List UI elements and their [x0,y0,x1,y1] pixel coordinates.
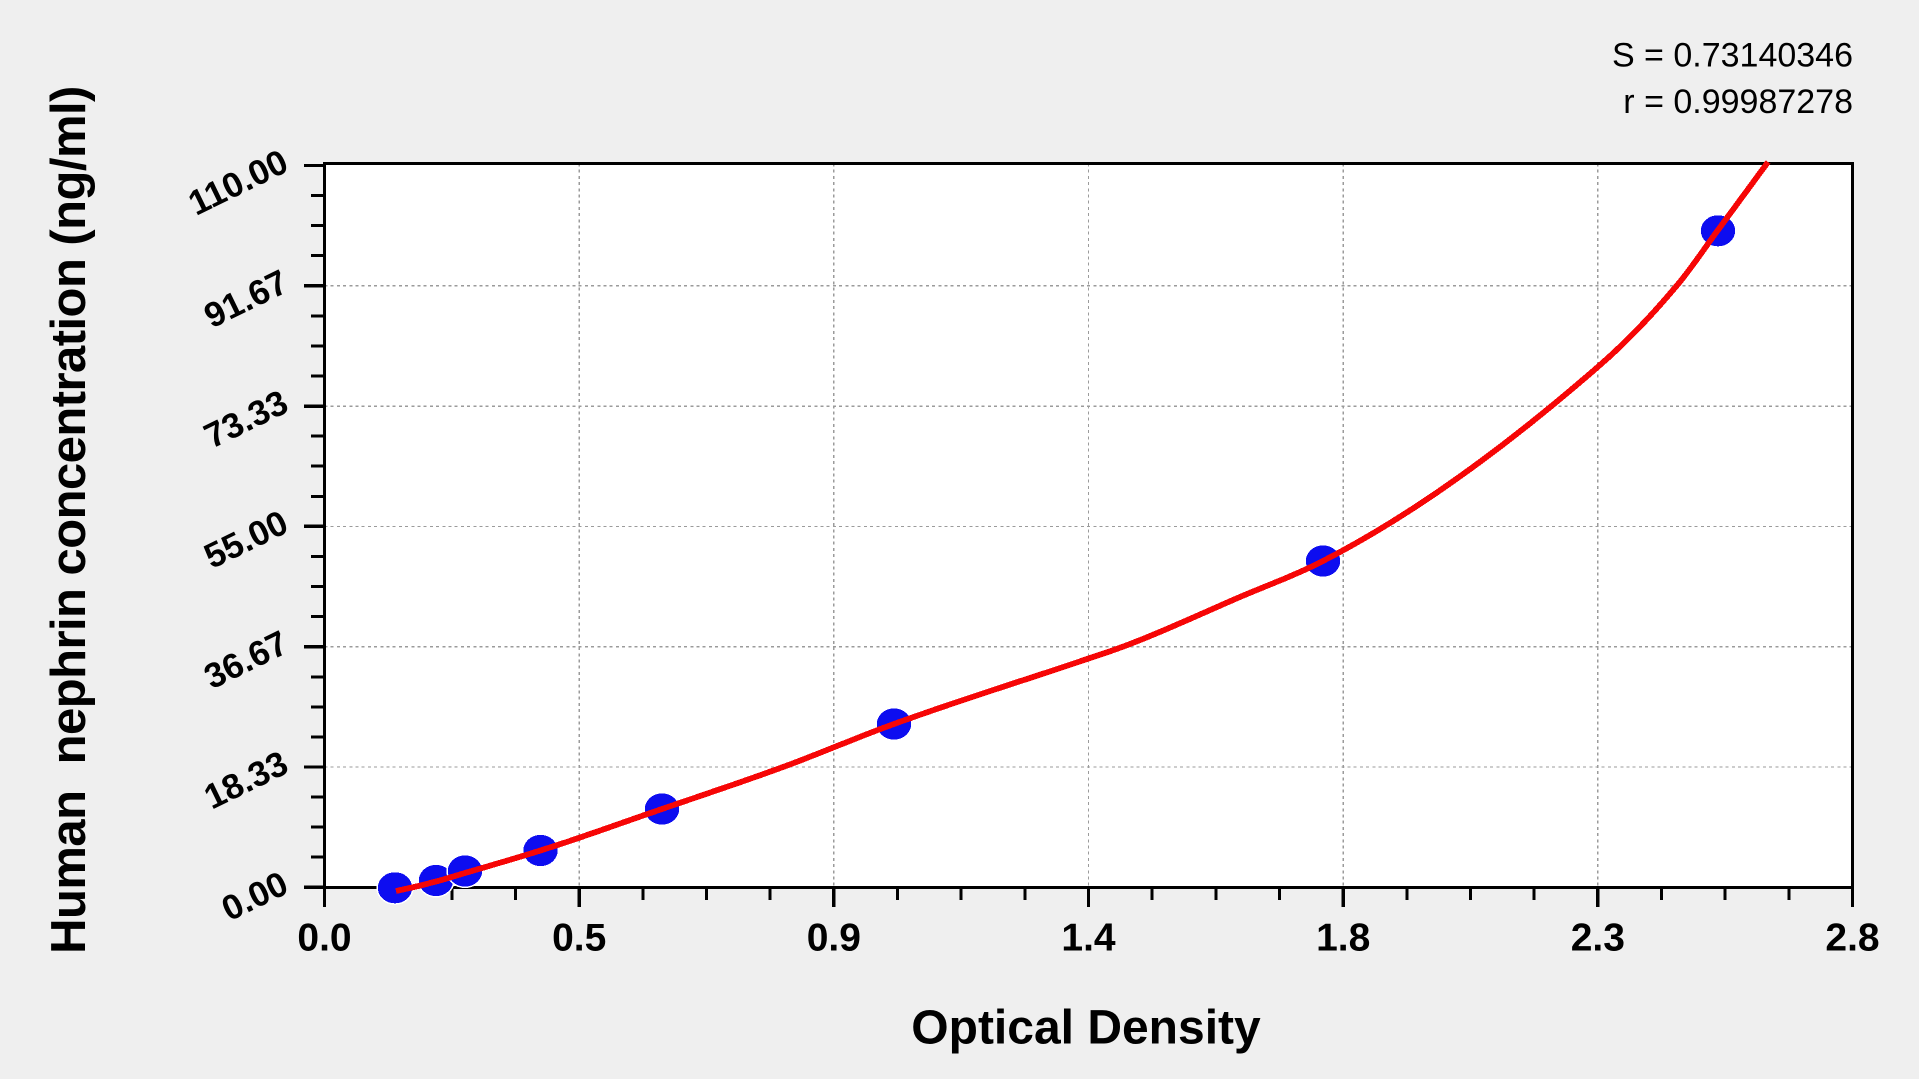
svg-text:0.5: 0.5 [552,917,606,960]
svg-text:110.00: 110.00 [182,142,294,223]
svg-text:0.00: 0.00 [216,864,294,929]
svg-text:2.8: 2.8 [1825,917,1879,960]
svg-text:Optical Density: Optical Density [911,1002,1261,1055]
svg-text:0.0: 0.0 [297,917,351,960]
svg-text:18.33: 18.33 [198,744,294,817]
svg-text:55.00: 55.00 [198,503,294,576]
svg-text:0.9: 0.9 [807,917,861,960]
svg-text:91.67: 91.67 [198,262,294,335]
svg-text:S = 0.73140346: S = 0.73140346 [1612,37,1853,75]
svg-text:r = 0.99987278: r = 0.99987278 [1623,83,1853,121]
svg-text:36.67: 36.67 [198,623,294,696]
svg-text:2.3: 2.3 [1571,917,1625,960]
svg-text:1.8: 1.8 [1316,917,1370,960]
svg-text:73.33: 73.33 [198,383,294,456]
svg-text:1.4: 1.4 [1061,917,1116,960]
svg-text:Human nephrin concentration (: Human nephrin concentration (ng/ml) [42,86,96,954]
